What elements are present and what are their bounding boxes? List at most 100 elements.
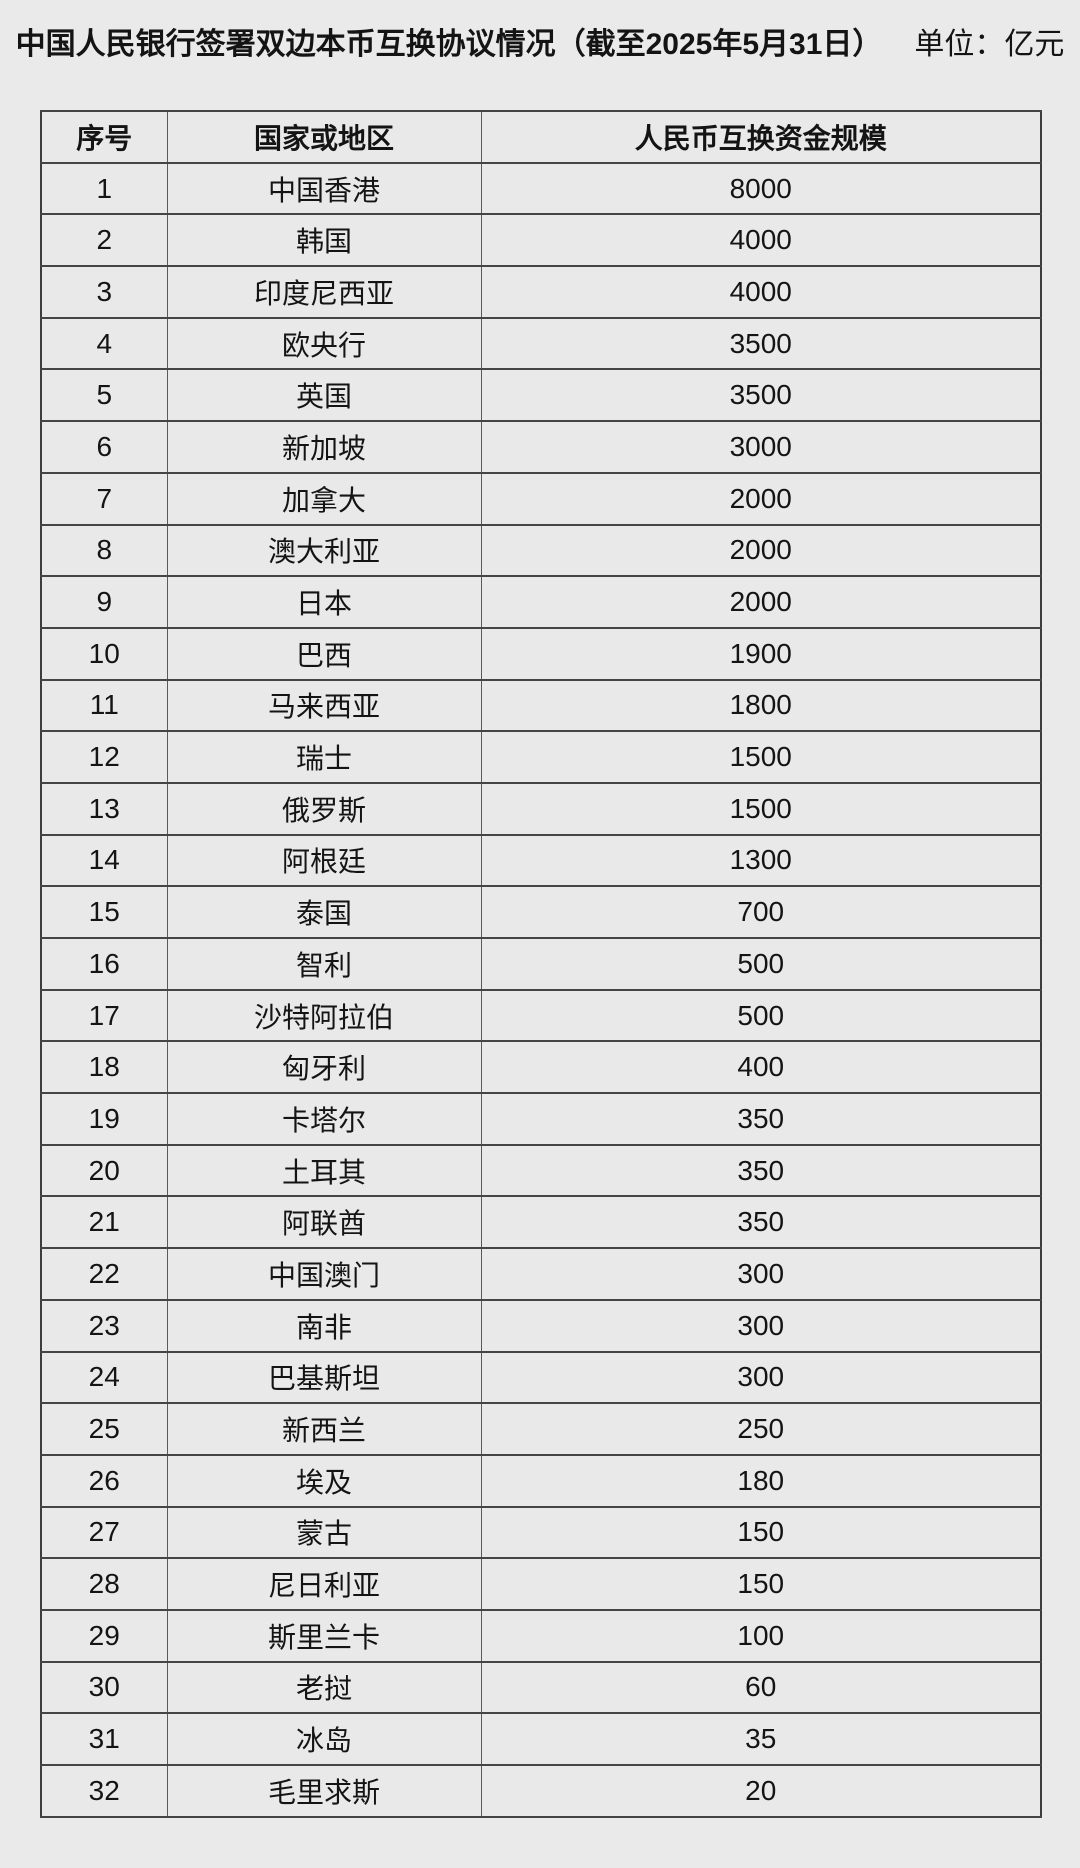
cell-amount: 400 — [480, 1040, 1042, 1095]
cell-index: 3 — [40, 265, 168, 319]
table-row: 27 蒙古 150 — [40, 1505, 1042, 1560]
cell-index: 12 — [40, 730, 168, 784]
table-body: 1 中国香港 8000 2 韩国 4000 3 印度尼西亚 4000 4 欧央行 3500 5 英国 350… — [40, 161, 1042, 1818]
cell-country: 印度尼西亚 — [166, 265, 482, 319]
cell-country: 冰岛 — [166, 1712, 482, 1766]
cell-index: 29 — [40, 1608, 168, 1663]
cell-index: 5 — [40, 368, 168, 423]
table-row: 14 阿根廷 1300 — [40, 833, 1042, 888]
table-row: 11 马来西亚 1800 — [40, 678, 1042, 733]
cell-amount: 60 — [480, 1660, 1042, 1715]
cell-country: 中国澳门 — [166, 1247, 482, 1301]
cell-index: 8 — [40, 523, 168, 578]
cell-amount: 1800 — [480, 678, 1042, 733]
cell-country: 卡塔尔 — [166, 1092, 482, 1146]
table-row: 23 南非 300 — [40, 1298, 1042, 1353]
column-header-country: 国家或地区 — [166, 110, 482, 164]
cell-country: 澳大利亚 — [166, 523, 482, 578]
cell-index: 23 — [40, 1298, 168, 1353]
cell-country: 南非 — [166, 1298, 482, 1353]
table-row: 15 泰国 700 — [40, 885, 1042, 939]
cell-country: 欧央行 — [166, 316, 482, 371]
page-title: 中国人民银行签署双边本币互换协议情况（截至2025年5月31日） 单位：亿元 — [0, 28, 1080, 62]
cell-index: 30 — [40, 1660, 168, 1715]
cell-index: 13 — [40, 781, 168, 836]
table-row: 9 日本 2000 — [40, 575, 1042, 629]
cell-amount: 35 — [480, 1712, 1042, 1766]
table-row: 22 中国澳门 300 — [40, 1247, 1042, 1301]
cell-country: 沙特阿拉伯 — [166, 988, 482, 1043]
cell-amount: 350 — [480, 1092, 1042, 1146]
cell-country: 中国香港 — [166, 161, 482, 216]
cell-country: 巴西 — [166, 626, 482, 681]
table-row: 25 新西兰 250 — [40, 1402, 1042, 1456]
cell-country: 泰国 — [166, 885, 482, 939]
cell-country: 瑞士 — [166, 730, 482, 784]
table-row: 17 沙特阿拉伯 500 — [40, 988, 1042, 1043]
cell-country: 埃及 — [166, 1453, 482, 1508]
cell-country: 蒙古 — [166, 1505, 482, 1560]
table-row: 10 巴西 1900 — [40, 626, 1042, 681]
cell-country: 尼日利亚 — [166, 1557, 482, 1611]
swap-table: 序号 国家或地区 人民币互换资金规模 1 中国香港 8000 2 韩国 4000 3 印度尼西… — [40, 110, 1042, 1818]
table-row: 13 俄罗斯 1500 — [40, 781, 1042, 836]
cell-country: 新西兰 — [166, 1402, 482, 1456]
table-row: 7 加拿大 2000 — [40, 471, 1042, 526]
table-row: 26 埃及 180 — [40, 1453, 1042, 1508]
table-row: 3 印度尼西亚 4000 — [40, 265, 1042, 319]
table-row: 19 卡塔尔 350 — [40, 1092, 1042, 1146]
cell-amount: 300 — [480, 1247, 1042, 1301]
table-row: 30 老挝 60 — [40, 1660, 1042, 1715]
cell-amount: 150 — [480, 1505, 1042, 1560]
table-row: 31 冰岛 35 — [40, 1712, 1042, 1766]
table-header: 序号 国家或地区 人民币互换资金规模 — [40, 110, 1042, 164]
cell-index: 11 — [40, 678, 168, 733]
cell-amount: 2000 — [480, 575, 1042, 629]
table-row: 24 巴基斯坦 300 — [40, 1350, 1042, 1405]
table-row: 4 欧央行 3500 — [40, 316, 1042, 371]
cell-amount: 3500 — [480, 368, 1042, 423]
unit-label: 单位：亿元 — [914, 28, 1065, 61]
cell-amount: 8000 — [480, 161, 1042, 216]
cell-amount: 2000 — [480, 523, 1042, 578]
table-row: 18 匈牙利 400 — [40, 1040, 1042, 1095]
cell-index: 2 — [40, 213, 168, 268]
table-row: 5 英国 3500 — [40, 368, 1042, 423]
page-title-text: 中国人民银行签署双边本币互换协议情况（截至2025年5月31日） — [15, 28, 883, 61]
cell-country: 韩国 — [166, 213, 482, 268]
cell-index: 7 — [40, 471, 168, 526]
cell-amount: 4000 — [480, 213, 1042, 268]
cell-amount: 1900 — [480, 626, 1042, 681]
cell-amount: 250 — [480, 1402, 1042, 1456]
column-header-index: 序号 — [40, 110, 168, 164]
cell-country: 土耳其 — [166, 1143, 482, 1198]
cell-index: 15 — [40, 885, 168, 939]
cell-country: 日本 — [166, 575, 482, 629]
cell-amount: 2000 — [480, 471, 1042, 526]
cell-index: 9 — [40, 575, 168, 629]
table-row: 8 澳大利亚 2000 — [40, 523, 1042, 578]
cell-index: 19 — [40, 1092, 168, 1146]
cell-index: 1 — [40, 161, 168, 216]
cell-amount: 180 — [480, 1453, 1042, 1508]
cell-index: 17 — [40, 988, 168, 1043]
cell-index: 32 — [40, 1764, 168, 1818]
cell-amount: 20 — [480, 1764, 1042, 1818]
cell-amount: 350 — [480, 1143, 1042, 1198]
cell-amount: 350 — [480, 1195, 1042, 1250]
cell-country: 老挝 — [166, 1660, 482, 1715]
cell-index: 21 — [40, 1195, 168, 1250]
cell-index: 18 — [40, 1040, 168, 1095]
cell-index: 4 — [40, 316, 168, 371]
table-row: 12 瑞士 1500 — [40, 730, 1042, 784]
cell-amount: 1500 — [480, 781, 1042, 836]
table-row: 20 土耳其 350 — [40, 1143, 1042, 1198]
cell-amount: 500 — [480, 937, 1042, 991]
cell-amount: 100 — [480, 1608, 1042, 1663]
table-row: 32 毛里求斯 20 — [40, 1764, 1042, 1818]
cell-amount: 700 — [480, 885, 1042, 939]
cell-amount: 4000 — [480, 265, 1042, 319]
cell-country: 阿根廷 — [166, 833, 482, 888]
cell-amount: 3000 — [480, 420, 1042, 474]
